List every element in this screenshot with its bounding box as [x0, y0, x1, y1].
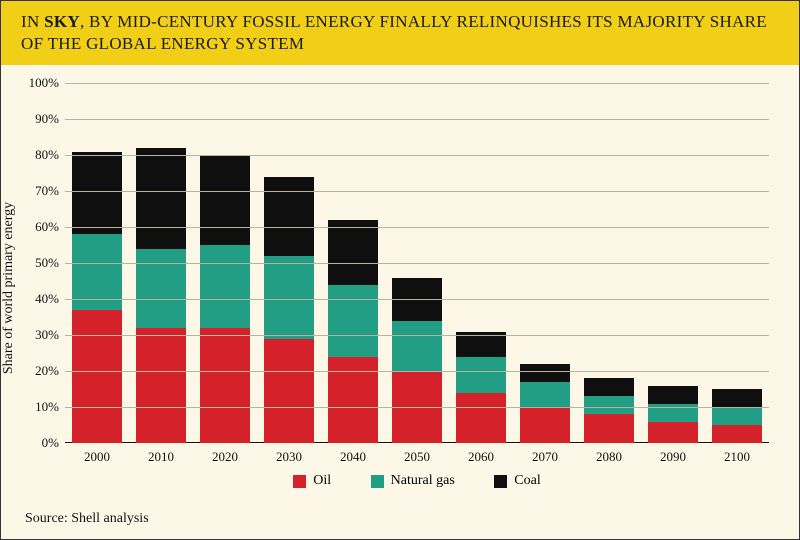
bar-segment-coal: [200, 155, 250, 245]
bar-segment-gas: [456, 357, 506, 393]
gridline: [65, 299, 769, 300]
gridline: [65, 191, 769, 192]
gridline: [65, 155, 769, 156]
x-tick-label: 2010: [148, 449, 174, 465]
gridline: [65, 335, 769, 336]
gridline: [65, 119, 769, 120]
y-tick-label: 10%: [19, 399, 59, 415]
legend-item-gas: Natural gas: [371, 473, 455, 489]
bar-segment-coal: [136, 148, 186, 249]
plot-region: 2000201020202030204020502060207020802090…: [65, 83, 769, 443]
source-text: Shell analysis: [71, 511, 148, 526]
title-prefix: IN: [21, 12, 44, 31]
gridline: [65, 407, 769, 408]
legend-item-oil: Oil: [293, 473, 331, 489]
swatch-gas: [371, 475, 384, 488]
bar-segment-coal: [584, 378, 634, 396]
y-tick-label: 70%: [19, 183, 59, 199]
stacked-bar: [520, 364, 570, 443]
gridline: [65, 83, 769, 84]
stacked-bar: [328, 220, 378, 443]
title-bold: SKY: [44, 12, 80, 31]
x-tick-label: 2080: [596, 449, 622, 465]
bar-segment-coal: [520, 364, 570, 382]
chart-frame: IN SKY, BY MID-CENTURY FOSSIL ENERGY FIN…: [0, 0, 800, 540]
stacked-bar: [648, 386, 698, 444]
bar-segment-coal: [264, 177, 314, 256]
stacked-bar: [264, 177, 314, 443]
bar-segment-oil: [136, 328, 186, 443]
y-tick-label: 90%: [19, 111, 59, 127]
swatch-coal: [494, 475, 507, 488]
bar-segment-oil: [200, 328, 250, 443]
legend-label-gas: Natural gas: [391, 473, 455, 489]
x-tick-label: 2050: [404, 449, 430, 465]
y-axis-label: Share of world primary energy: [1, 202, 17, 374]
bar-segment-gas: [392, 321, 442, 371]
stacked-bar: [712, 389, 762, 443]
y-tick-label: 0%: [19, 435, 59, 451]
bar-segment-oil: [584, 414, 634, 443]
x-tick-label: 2020: [212, 449, 238, 465]
x-tick-label: 2100: [724, 449, 750, 465]
bar-segment-gas: [584, 396, 634, 414]
gridline: [65, 263, 769, 264]
stacked-bar: [584, 378, 634, 443]
bar-segment-oil: [712, 425, 762, 443]
source-line: Source: Shell analysis: [1, 511, 799, 539]
x-tick-label: 2090: [660, 449, 686, 465]
stacked-bar: [136, 148, 186, 443]
swatch-oil: [293, 475, 306, 488]
x-tick-label: 2070: [532, 449, 558, 465]
bar-segment-oil: [648, 422, 698, 444]
y-tick-label: 30%: [19, 327, 59, 343]
y-tick-label: 100%: [19, 75, 59, 91]
bar-segment-coal: [712, 389, 762, 407]
y-tick-label: 80%: [19, 147, 59, 163]
x-tick-label: 2060: [468, 449, 494, 465]
bar-segment-oil: [328, 357, 378, 443]
legend-label-oil: Oil: [313, 473, 331, 489]
y-tick-label: 20%: [19, 363, 59, 379]
gridline: [65, 371, 769, 372]
title-rest: , BY MID-CENTURY FOSSIL ENERGY FINALLY R…: [21, 12, 767, 53]
x-tick-label: 2040: [340, 449, 366, 465]
bar-segment-coal: [648, 386, 698, 404]
bar-segment-gas: [328, 285, 378, 357]
gridline: [65, 227, 769, 228]
bar-segment-oil: [264, 339, 314, 443]
source-label: Source:: [25, 511, 68, 526]
y-tick-label: 50%: [19, 255, 59, 271]
bar-segment-gas: [712, 407, 762, 425]
stacked-bar: [72, 152, 122, 444]
bar-segment-coal: [72, 152, 122, 235]
bar-segment-oil: [72, 310, 122, 443]
x-tick-label: 2030: [276, 449, 302, 465]
y-tick-label: 60%: [19, 219, 59, 235]
legend-label-coal: Coal: [514, 473, 540, 489]
bar-segment-oil: [456, 393, 506, 443]
bar-segment-gas: [136, 249, 186, 328]
x-tick-label: 2000: [84, 449, 110, 465]
chart-title-bar: IN SKY, BY MID-CENTURY FOSSIL ENERGY FIN…: [1, 1, 799, 65]
bar-segment-oil: [520, 407, 570, 443]
bar-segment-gas: [200, 245, 250, 328]
bar-segment-coal: [328, 220, 378, 285]
bar-segment-gas: [520, 382, 570, 407]
stacked-bar: [456, 332, 506, 444]
bar-segment-gas: [264, 256, 314, 339]
stacked-bar: [392, 278, 442, 444]
y-tick-label: 40%: [19, 291, 59, 307]
legend-item-coal: Coal: [494, 473, 540, 489]
chart-area: Share of world primary energy 2000201020…: [1, 65, 799, 511]
